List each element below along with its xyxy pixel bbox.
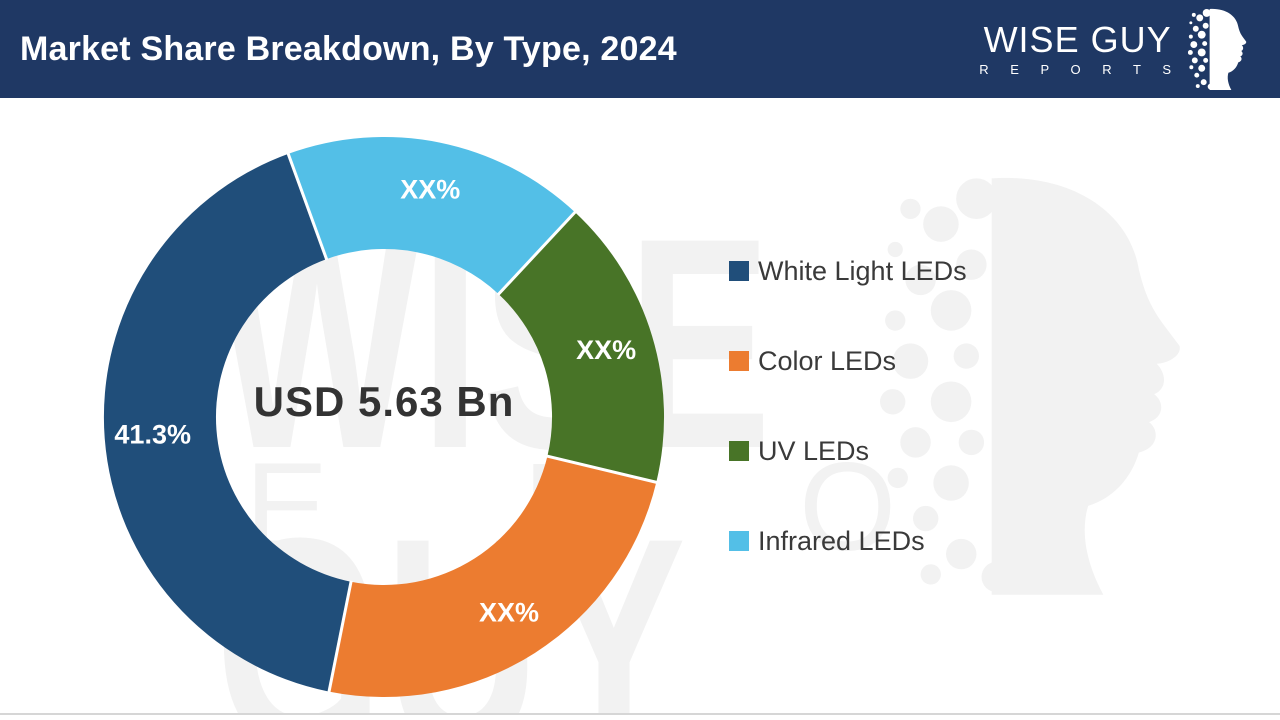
legend-label: Color LEDs (758, 345, 897, 376)
chart-area: WISE GUY E P O 41.3%XX%XX%XX% USD 5.63 B… (0, 98, 1280, 713)
legend-label: Infrared LEDs (758, 525, 925, 556)
legend-item-uv-leds: UV LEDs (729, 435, 870, 466)
wedge-separator (496, 210, 577, 296)
wedge-percent-label: XX% (400, 175, 460, 205)
legend-swatch (729, 261, 749, 281)
wedge-percent-label: XX% (479, 597, 539, 627)
bottom-divider (0, 713, 1280, 720)
page-title: Market Share Breakdown, By Type, 2024 (20, 29, 677, 68)
wedge-uv-leds (498, 212, 665, 483)
wedge-percent-label: 41.3% (114, 420, 191, 450)
legend-label: White Light LEDs (758, 255, 967, 286)
legend-item-infrared-leds: Infrared LEDs (729, 525, 925, 556)
logo-sub-text: R E P O R T S (979, 61, 1180, 77)
legend-swatch (729, 441, 749, 461)
wedge-infrared-leds (288, 136, 575, 295)
logo-face-icon (1174, 7, 1266, 91)
legend-swatch (729, 351, 749, 371)
wedge-separator (286, 152, 329, 261)
wedge-white-light-leds (103, 153, 351, 692)
logo-brand-text: WISE GUY (983, 18, 1172, 60)
legend-item-white-light-leds: White Light LEDs (729, 255, 967, 286)
wedge-separator (546, 454, 658, 484)
wedge-percent-label: XX% (576, 335, 636, 365)
wiseguy-logo: WISE GUY R E P O R T S (975, 7, 1280, 91)
chart-center-value: USD 5.63 Bn (253, 378, 515, 425)
wedge-separator (327, 580, 353, 693)
donut-chart: 41.3% XX% XX% XX% (103, 136, 665, 698)
legend-item-color-leds: Color LEDs (729, 345, 897, 376)
header-bar: Market Share Breakdown, By Type, 2024 WI… (0, 0, 1280, 98)
watermark-face-icon (880, 168, 1210, 600)
legend-label: UV LEDs (758, 435, 870, 466)
legend-swatch (729, 531, 749, 551)
wedge-color-leds (329, 456, 657, 698)
